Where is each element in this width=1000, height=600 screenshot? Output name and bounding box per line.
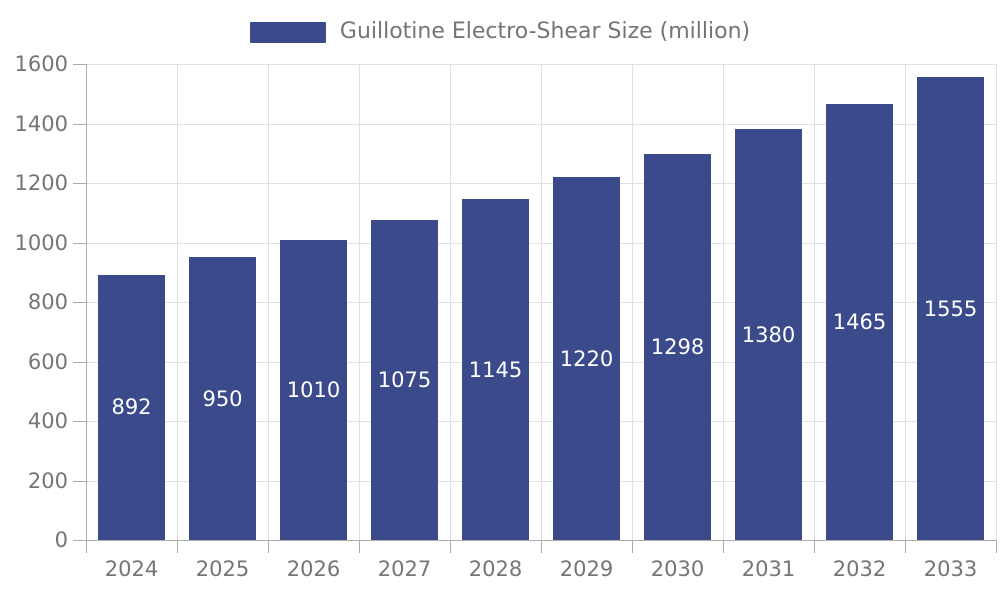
legend-item[interactable]: Guillotine Electro-Shear Size (million)	[0, 18, 1000, 46]
bar[interactable]: 1298	[644, 153, 711, 540]
x-axis-tick	[541, 540, 542, 553]
x-axis-tick	[268, 540, 269, 553]
v-gridline	[359, 64, 360, 540]
y-axis-label: 600	[27, 349, 68, 374]
y-axis-tick	[73, 302, 86, 303]
y-axis-tick	[73, 540, 86, 541]
y-axis-tick	[73, 123, 86, 125]
v-gridline	[996, 64, 997, 540]
v-gridline	[450, 64, 451, 540]
y-axis-tick	[73, 480, 86, 482]
v-gridline	[905, 64, 906, 540]
bar-value-label: 1145	[468, 357, 523, 382]
x-axis-tick	[632, 540, 633, 553]
x-axis-label: 2025	[195, 557, 250, 581]
bar-value-label: 1380	[741, 322, 796, 347]
bar[interactable]: 1075	[371, 220, 438, 540]
bar[interactable]: 1555	[917, 77, 984, 540]
x-axis-tick	[905, 540, 906, 553]
y-axis-tick	[73, 421, 86, 422]
y-axis-tick	[73, 183, 86, 184]
y-axis-tick	[73, 361, 86, 363]
legend-label: Guillotine Electro-Shear Size (million)	[339, 18, 751, 44]
x-axis-label: 2027	[377, 557, 432, 581]
v-gridline	[177, 64, 178, 540]
bar[interactable]: 950	[189, 257, 256, 540]
y-axis-line	[86, 64, 87, 540]
y-axis-label: 1000	[14, 230, 68, 255]
y-axis-tick	[73, 64, 86, 65]
x-axis-label: 2033	[923, 557, 978, 581]
y-axis-label: 400	[27, 409, 68, 433]
bar[interactable]: 1010	[280, 239, 347, 540]
bar-value-label: 1555	[923, 296, 978, 321]
y-axis-label: 1600	[14, 52, 68, 76]
x-axis-tick	[996, 540, 997, 553]
bar-value-label: 1075	[377, 368, 432, 393]
y-axis-label: 1400	[14, 111, 68, 136]
x-axis-tick	[86, 540, 87, 553]
bar-value-label: 1465	[832, 310, 887, 335]
x-axis-label: 2026	[286, 557, 341, 581]
bar[interactable]: 1145	[462, 199, 529, 540]
legend-swatch	[249, 21, 326, 43]
y-axis-label: 0	[54, 528, 68, 552]
x-axis-label: 2030	[650, 557, 705, 581]
v-gridline	[541, 64, 542, 540]
y-axis-label: 800	[27, 290, 68, 314]
x-axis-tick	[723, 540, 724, 553]
v-gridline	[632, 64, 633, 540]
v-gridline	[723, 64, 724, 540]
x-axis-tick	[359, 540, 360, 553]
x-axis-label: 2032	[832, 557, 887, 581]
bar-value-label: 1220	[559, 346, 614, 371]
y-axis-label: 1200	[14, 171, 68, 195]
bar[interactable]: 1380	[735, 129, 802, 540]
y-axis-label: 200	[27, 468, 68, 493]
bar-value-label: 892	[111, 395, 152, 420]
bar[interactable]: 1465	[826, 104, 893, 540]
bar-value-label: 1010	[286, 377, 341, 402]
x-axis-label: 2029	[559, 557, 614, 581]
y-axis-tick	[73, 242, 86, 244]
x-axis-label: 2024	[104, 557, 159, 581]
bar-value-label: 1298	[650, 334, 705, 359]
x-axis-label: 2028	[468, 557, 523, 581]
x-axis-tick	[814, 540, 815, 553]
x-axis-tick	[450, 540, 451, 553]
bar[interactable]: 892	[98, 274, 165, 540]
v-gridline	[814, 64, 815, 540]
v-gridline	[268, 64, 269, 540]
x-axis-tick	[177, 540, 178, 553]
bar[interactable]: 1220	[553, 177, 620, 540]
x-axis-label: 2031	[741, 557, 796, 581]
x-axis-line	[86, 540, 997, 541]
bar-value-label: 950	[202, 386, 243, 411]
